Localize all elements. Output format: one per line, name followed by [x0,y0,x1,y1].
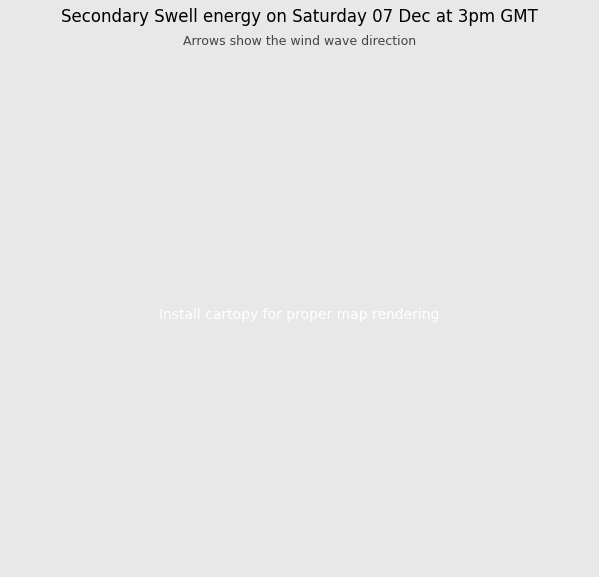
Text: Secondary Swell energy on Saturday 07 Dec at 3pm GMT: Secondary Swell energy on Saturday 07 De… [61,8,538,26]
Text: Install cartopy for proper map rendering: Install cartopy for proper map rendering [159,308,440,322]
Text: Arrows show the wind wave direction: Arrows show the wind wave direction [183,35,416,48]
